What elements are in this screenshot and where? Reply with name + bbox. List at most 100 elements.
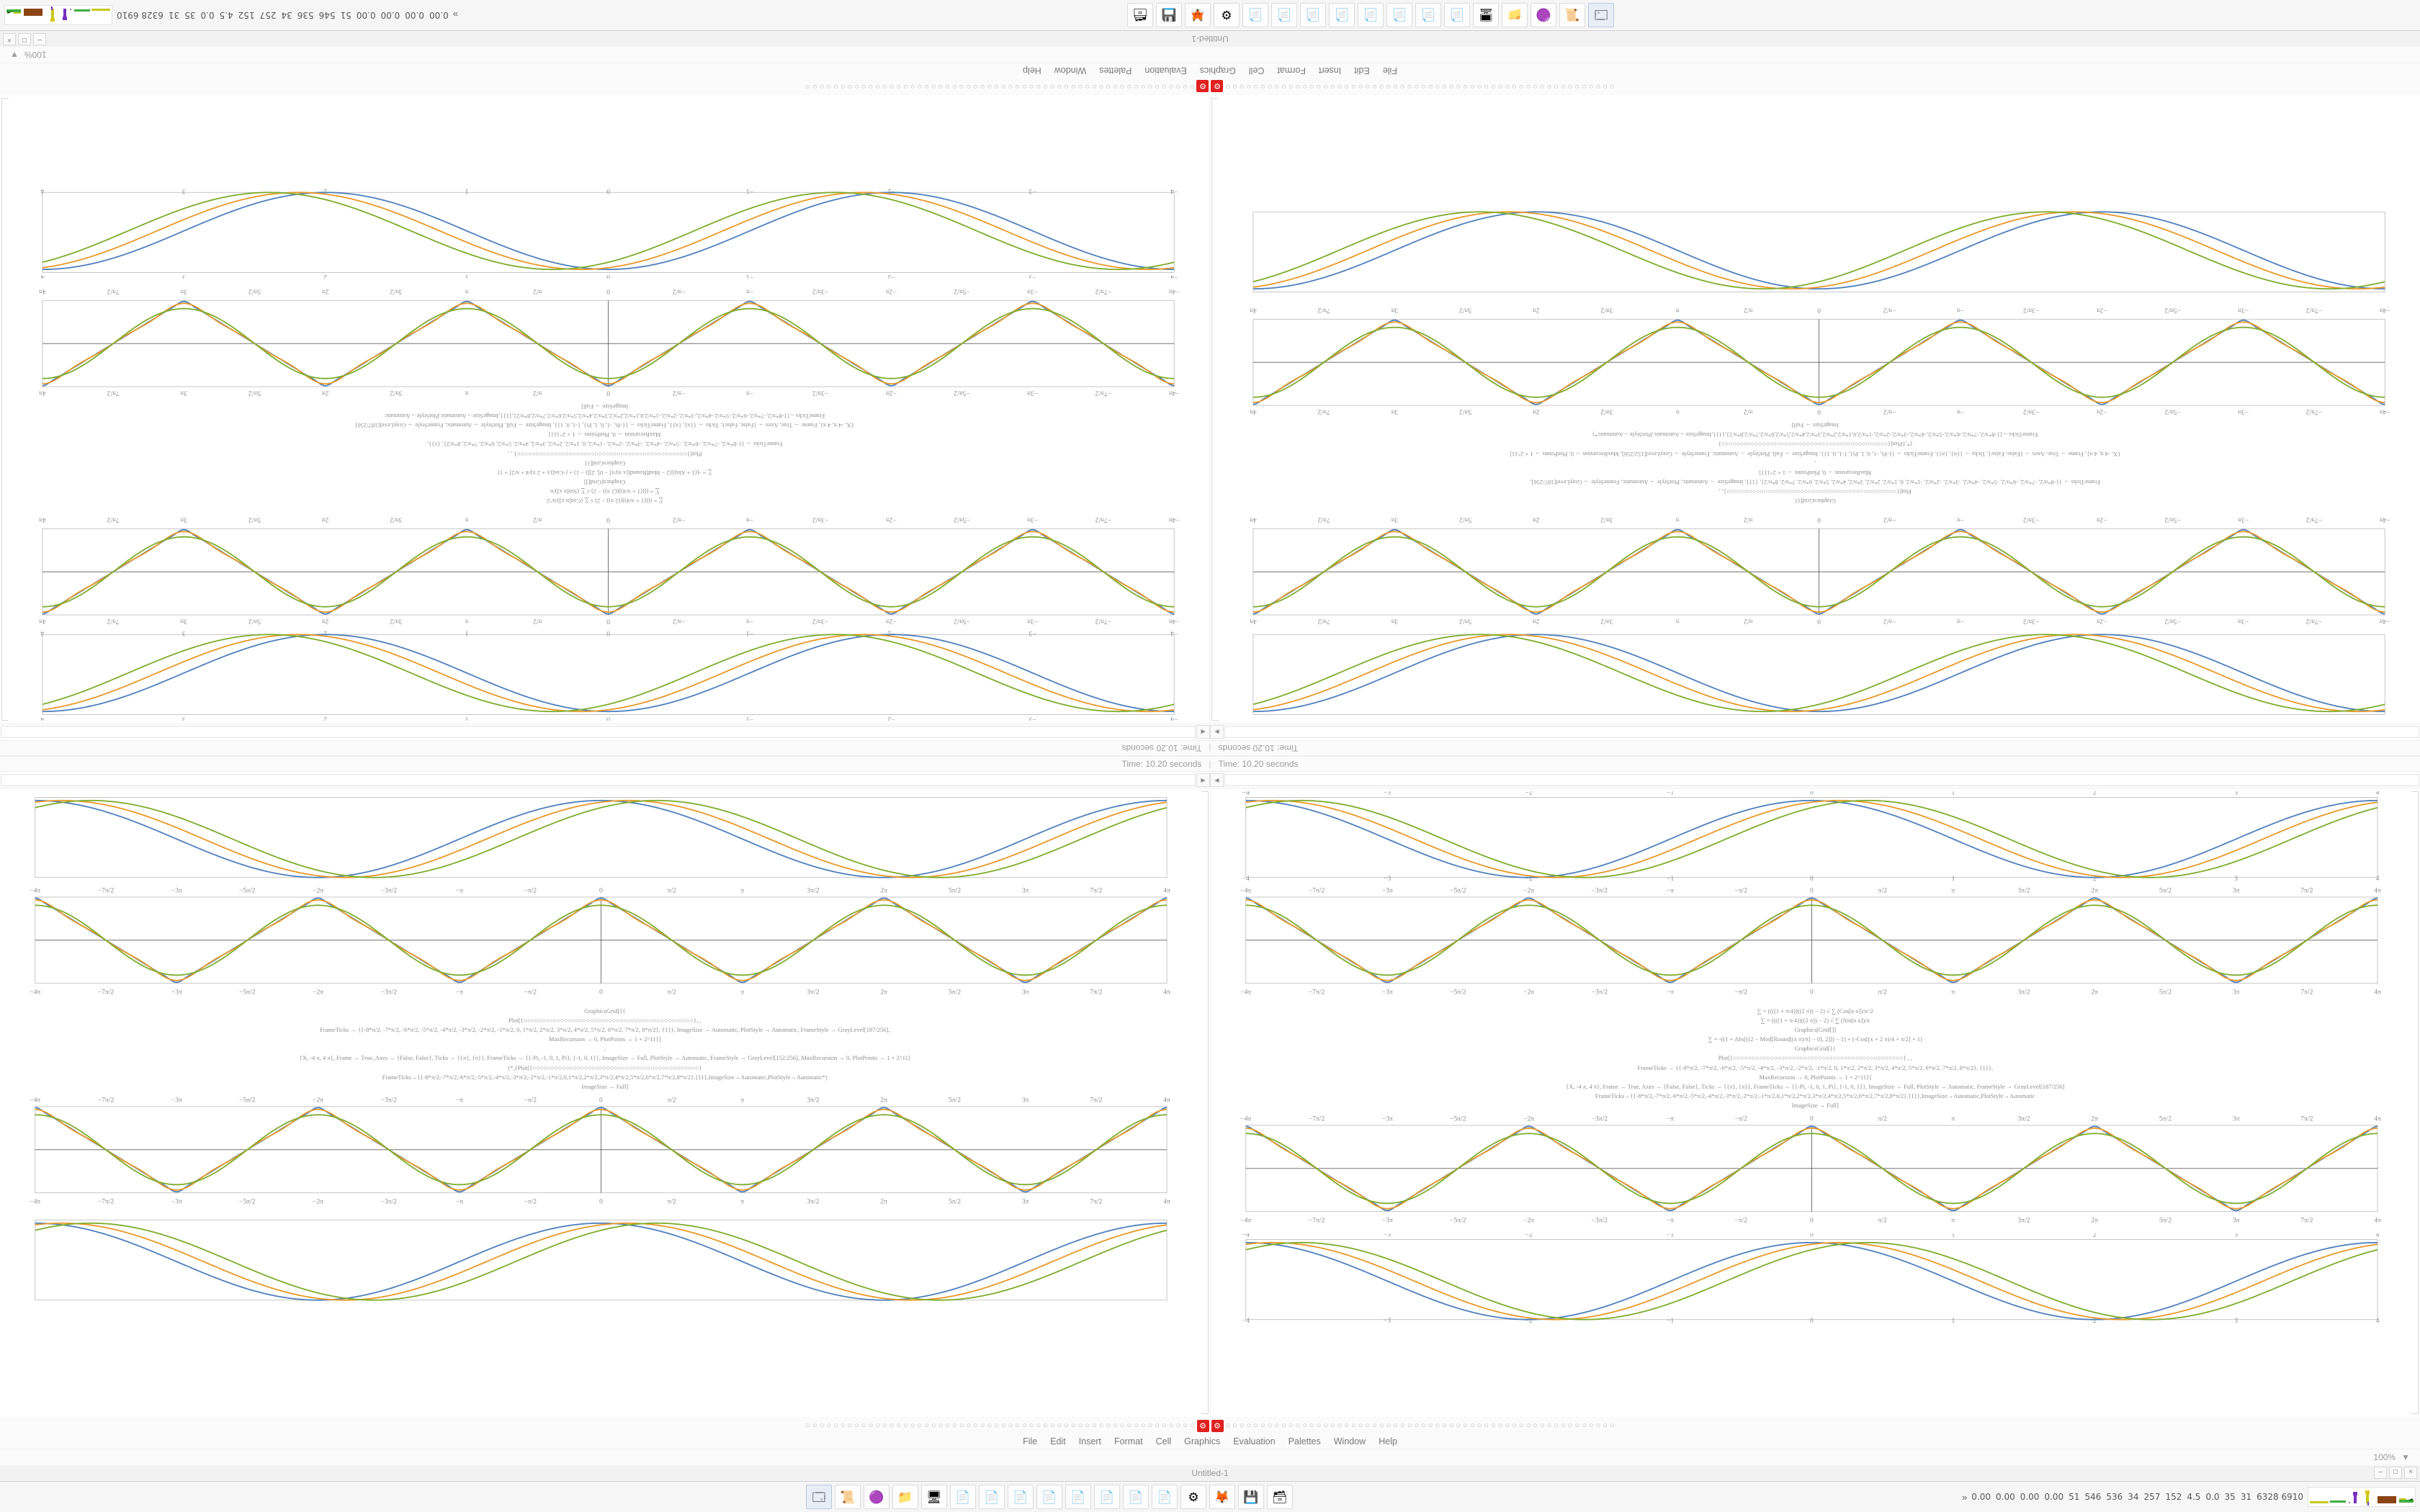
left-pane-field[interactable] [1224,726,2419,739]
menu-item-cell[interactable]: Cell [1248,66,1265,76]
screenshot-icon[interactable]: 🖥 [921,1485,947,1509]
window-list-icon[interactable]: 🗔 [1588,3,1614,27]
expand-tray-icon[interactable]: » [452,9,458,21]
menu-item-help[interactable]: Help [1379,1436,1397,1446]
cell-bracket-right[interactable] [2411,791,2419,1414]
minimize-button[interactable]: – [2374,1467,2387,1479]
notebook-icon-3[interactable]: 📄 [1008,1485,1034,1509]
notebook-icon-3[interactable]: 📄 [1386,3,1412,27]
terminal-icon[interactable]: 📜 [1559,3,1585,27]
notebook-icon-1[interactable]: 📄 [1444,3,1470,27]
notebook-icon-4[interactable]: 📄 [1036,1485,1062,1509]
scroll-left-button[interactable]: ◀ [1196,725,1210,739]
notebook-column-right[interactable]: −4 −4 −3 −3 −2 −2 −1 −1 0 0 1 1 2 2 3 3 4 4 −4π −4π −7π/2 −7… [0,95,1211,724]
menu-item-format[interactable]: Format [1277,66,1306,76]
plot-cell-bottom-right[interactable]: −4 −4 −3 −3 −2 −2 −1 −1 0 0 1 1 2 2 3 3 4 4 [1215,1233,2416,1326]
menu-item-palettes[interactable]: Palettes [1099,66,1132,76]
taskbar-icon-list[interactable]: 🗔 📜 🟣 📁 🖥 📄 📄 📄 📄 📄 📄 📄 📄 ⚙ 🦊 💾 🗃 [803,1485,1293,1509]
plot-cell-mid-right[interactable]: −4π −4π −7π/2 −7π/2 −3π −3π −5π/2 −5π/2 −2π −2π −3… [4,510,1206,625]
menu-bar[interactable]: File Edit Insert Format Cell Graphics Ev… [0,63,2420,78]
chevron-down-icon[interactable]: ▼ [10,50,19,60]
file-manager-icon[interactable]: 📁 [892,1485,918,1509]
close-button[interactable]: × [2404,1467,2417,1479]
notebook-icon-7[interactable]: 📄 [1123,1485,1149,1509]
plot-cell-mid-left[interactable]: −4π −4π −7π/2 −7π/2 −3π −3π −5π/2 −5π/2 −2π −2π −3… [1215,510,2416,625]
notebook-icon-6[interactable]: 📄 [1300,3,1326,27]
plot-cell-lower-left[interactable]: −4π −4π −7π/2 −7π/2 −3π −3π −5π/2 −5π/2 −2π −2π −3… [4,1096,1206,1211]
menu-item-file[interactable]: File [1023,1436,1038,1446]
notebook-column-left[interactable]: −4π −4π −7π/2 −7π/2 −3π −3π −5π/2 −5π/2 −2π −2π −3… [0,788,1210,1417]
browser-icon[interactable]: 🟣 [864,1485,889,1509]
archive-icon[interactable]: 🗃 [1127,3,1153,27]
system-monitor-graph[interactable] [4,5,112,25]
scroll-right-button[interactable]: ▶ [1210,725,1224,739]
mathematica-icon[interactable]: ⚙ [1180,1485,1206,1509]
menu-item-edit[interactable]: Edit [1354,66,1370,76]
notebook-column-left[interactable]: −4π −4π −7π/2 −7π/2 −3π −3π −5π/2 −5π/2 −2π −2π −3… [1211,95,2420,724]
plot-cell-lower-left[interactable]: −4π −4π −7π/2 −7π/2 −3π −3π −5π/2 −5π/2 −2π −2π −3… [1215,301,2416,416]
notebook-column-right[interactable]: −4 −4 −3 −3 −2 −2 −1 −1 0 0 1 1 2 2 3 3 4 4 −4π −4π −7π/2 −7… [1209,788,2420,1417]
evaluate-button-2[interactable]: ⚙ [1211,1419,1224,1432]
notebook-document[interactable]: −4π −4π −7π/2 −7π/2 −3π −3π −5π/2 −5π/2 −2π −2π −3… [0,95,2420,724]
plot-cell-top-left[interactable] [1215,629,2416,721]
menu-item-format[interactable]: Format [1114,1436,1143,1446]
window-title-bar[interactable]: Untitled-1 – □ × [0,1465,2420,1482]
taskbar-icon-list[interactable]: 🗔 📜 🟣 📁 🖥 📄 📄 📄 📄 📄 📄 📄 📄 ⚙ 🦊 💾 🗃 [1127,3,1617,27]
plot-cell-top-left[interactable] [4,791,1206,883]
plot-cell-mid-left[interactable]: −4π −4π −7π/2 −7π/2 −3π −3π −5π/2 −5π/2 −2π −2π −3… [4,886,1206,1002]
archive-icon[interactable]: 🗃 [1267,1485,1293,1509]
menu-item-file[interactable]: File [1382,66,1397,76]
menu-item-help[interactable]: Help [1023,66,1041,76]
menu-item-cell[interactable]: Cell [1155,1436,1172,1446]
zoom-bar[interactable]: 100% ▼ [0,1449,2420,1465]
notebook-splitter-bar[interactable]: ▶ ◀ [0,724,2420,741]
maximize-button[interactable]: □ [2389,1467,2402,1479]
scroll-right-button[interactable]: ▶ [1196,773,1210,787]
notebook-icon-5[interactable]: 📄 [1065,1485,1091,1509]
notebook-icon-8[interactable]: 📄 [1242,3,1268,27]
menu-item-graphics[interactable]: Graphics [1199,66,1236,76]
mathematica-icon[interactable]: ⚙ [1214,3,1240,27]
system-tray[interactable]: » 0.00 0.00 0.00 0.00 51 546 536 34 257 152 4.5 0.0… [1962,1482,2420,1512]
expand-tray-icon[interactable]: » [1962,1491,1968,1503]
chevron-down-icon[interactable]: ▼ [2401,1452,2410,1462]
notebook-icon-6[interactable]: 📄 [1094,1485,1120,1509]
menu-item-window[interactable]: Window [1333,1436,1366,1446]
cell-bracket-left[interactable] [1201,791,1209,1414]
notebook-icon-4[interactable]: 📄 [1358,3,1384,27]
code-block-left[interactable]: GraphicsGrid[{{ Plot[{○○○○○○○○○○○○○○○○○○… [4,1005,1206,1094]
plot-cell-mid-right[interactable]: −4π −4π −7π/2 −7π/2 −3π −3π −5π/2 −5π/2 −2π −2π −3… [1215,886,2416,1002]
plot-cell-lower-right[interactable]: −4π −4π −7π/2 −7π/2 −3π −3π −5π/2 −5π/2 −2π −2π −3… [1215,1115,2416,1230]
scroll-left-button[interactable]: ◀ [1210,773,1224,787]
menu-item-graphics[interactable]: Graphics [1184,1436,1221,1446]
code-block-right[interactable]: ∑ = ((((1 + π/4))((2 π)) − 2) √ ∑ (Cos[n… [4,400,1206,508]
desktop-taskbar[interactable]: 🗔 📜 🟣 📁 🖥 📄 📄 📄 📄 📄 📄 📄 📄 ⚙ 🦊 💾 🗃 » 0.00 0.00 0.00 0.00 51 54… [0,1481,2420,1512]
menu-item-insert[interactable]: Insert [1078,1436,1102,1446]
notebook-splitter-bar[interactable]: ▶ ◀ [0,771,2420,788]
plot-cell-bottom-left[interactable] [1215,205,2416,297]
plot-cell-bottom-right[interactable]: −4 −4 −3 −3 −2 −2 −1 −1 0 0 1 1 2 2 3 3 4 4 [4,186,1206,279]
notebook-icon-5[interactable]: 📄 [1329,3,1355,27]
right-pane-field[interactable] [1224,773,2419,786]
menu-item-evaluation[interactable]: Evaluation [1144,66,1187,76]
save-disk-icon[interactable]: 💾 [1156,3,1182,27]
menu-item-insert[interactable]: Insert [1318,66,1342,76]
notebook-icon-7[interactable]: 📄 [1271,3,1297,27]
window-controls[interactable]: – □ × [3,33,46,45]
zoom-bar[interactable]: 100% ▼ [0,47,2420,63]
evaluate-button-1[interactable]: ⚙ [1196,1419,1209,1432]
browser-icon[interactable]: 🟣 [1531,3,1556,27]
desktop-taskbar[interactable]: 🗔 📜 🟣 📁 🖥 📄 📄 📄 📄 📄 📄 📄 📄 ⚙ 🦊 💾 🗃 » 0.00 0.00 0.00 0.00 51 54… [0,0,2420,31]
plot-cell-lower-right[interactable]: −4π −4π −7π/2 −7π/2 −3π −3π −5π/2 −5π/2 −2π −2π −3… [4,282,1206,397]
menu-bar[interactable]: File Edit Insert Format Cell Graphics Ev… [0,1434,2420,1449]
menu-item-palettes[interactable]: Palettes [1288,1436,1321,1446]
window-controls[interactable]: – □ × [2374,1467,2417,1479]
system-monitor-graph[interactable] [2308,1487,2416,1507]
notebook-document[interactable]: −4π −4π −7π/2 −7π/2 −3π −3π −5π/2 −5π/2 −2π −2π −3… [0,788,2420,1417]
evaluate-button-1[interactable]: ⚙ [1211,80,1224,93]
right-pane-field[interactable] [1,726,1196,739]
file-manager-icon[interactable]: 📁 [1502,3,1528,27]
firefox-icon[interactable]: 🦊 [1209,1485,1235,1509]
plot-cell-top-right[interactable]: −4 −4 −3 −3 −2 −2 −1 −1 0 0 1 1 2 2 3 3 4 4 [4,629,1206,721]
menu-item-window[interactable]: Window [1054,66,1087,76]
